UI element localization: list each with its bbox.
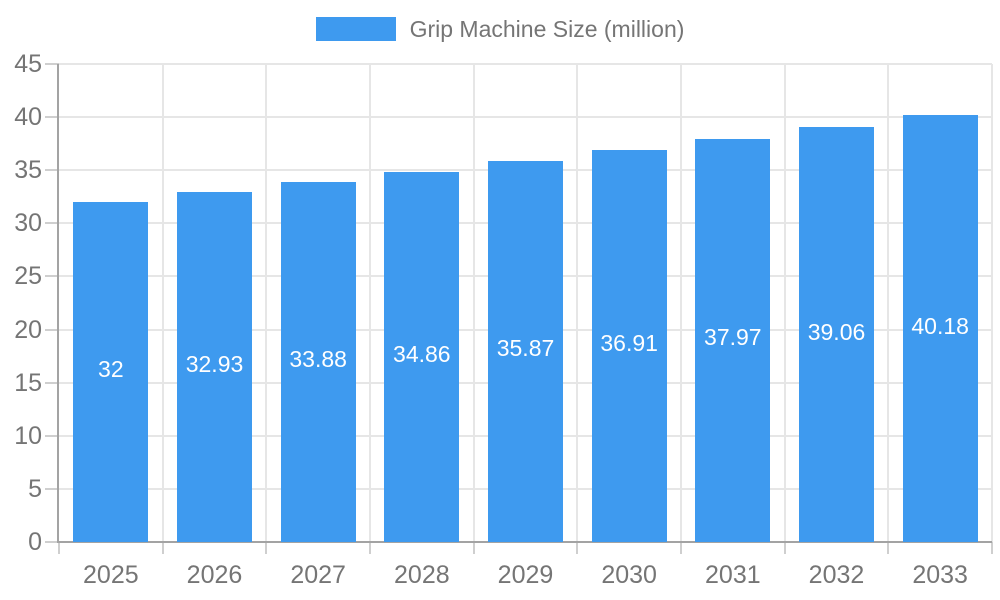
bar-2026[interactable]: [177, 192, 252, 542]
x-axis-label: 2027: [290, 561, 346, 589]
y-axis-label: 15: [14, 368, 42, 397]
bar-2025[interactable]: [73, 202, 149, 542]
bar-2029[interactable]: [488, 160, 563, 542]
x-tick: [887, 542, 890, 554]
y-axis-label: 30: [14, 209, 42, 238]
y-axis-label: 45: [14, 50, 42, 78]
bar-2033[interactable]: [902, 115, 978, 542]
v-gridline: [472, 64, 475, 542]
x-axis-label: 2029: [497, 561, 554, 589]
y-tick: [45, 434, 59, 437]
h-gridline: [59, 63, 992, 65]
x-axis-label: 2026: [186, 561, 243, 589]
y-tick: [45, 116, 59, 119]
y-axis-label: 0: [28, 528, 42, 556]
v-gridline: [369, 64, 371, 542]
x-axis-label: 2033: [912, 561, 968, 589]
chart-legend[interactable]: Grip Machine Size (million): [0, 14, 1000, 44]
v-gridline: [783, 64, 786, 542]
v-gridline: [887, 64, 890, 542]
x-axis-label: 2030: [601, 561, 657, 589]
x-axis-label: 2031: [705, 561, 761, 589]
x-tick: [991, 542, 993, 554]
bar-value-label: 40.18: [911, 312, 969, 339]
bar-2032[interactable]: [799, 127, 874, 542]
legend-series-label: Grip Machine Size (million): [409, 15, 685, 42]
bar-value-label: 32: [98, 356, 124, 383]
bar-value-label: 36.91: [600, 329, 658, 356]
bar-value-label: 39.06: [807, 318, 866, 345]
v-gridline: [991, 64, 993, 542]
v-gridline: [576, 64, 579, 542]
v-gridline: [265, 64, 268, 542]
x-tick: [783, 542, 786, 554]
y-tick: [45, 381, 59, 384]
x-axis-label: 2025: [83, 561, 139, 589]
bar-value-label: 32.93: [185, 351, 244, 378]
y-axis-line: [57, 64, 59, 542]
y-axis-label: 10: [14, 421, 42, 450]
x-axis-line: [57, 541, 992, 543]
bar-2030[interactable]: [591, 149, 667, 542]
bar-value-label: 37.97: [704, 324, 762, 351]
x-tick: [265, 542, 268, 554]
x-tick: [472, 542, 475, 554]
bar-value-label: 33.88: [289, 346, 347, 373]
x-axis-label: 2028: [394, 561, 450, 589]
v-gridline: [161, 64, 164, 542]
y-axis-label: 40: [14, 103, 42, 132]
bar-2027[interactable]: [280, 182, 356, 542]
bar-2031[interactable]: [695, 138, 771, 542]
y-tick: [45, 328, 59, 331]
x-tick: [58, 542, 60, 554]
y-tick: [45, 275, 59, 278]
y-tick: [45, 541, 59, 543]
x-tick: [576, 542, 579, 554]
x-tick: [161, 542, 164, 554]
x-axis-label: 2032: [808, 561, 865, 589]
y-axis-label: 5: [28, 474, 42, 503]
y-axis-label: 20: [14, 315, 42, 344]
y-axis-label: 35: [14, 156, 42, 185]
bar-value-label: 35.87: [496, 335, 555, 362]
y-tick: [45, 222, 59, 225]
x-tick: [369, 542, 371, 554]
v-gridline: [680, 64, 682, 542]
y-axis-label: 25: [14, 262, 42, 291]
y-tick: [45, 487, 59, 490]
bar-2028[interactable]: [384, 171, 460, 542]
x-tick: [680, 542, 682, 554]
h-gridline: [59, 116, 992, 119]
y-tick: [45, 169, 59, 172]
legend-swatch: [315, 17, 396, 41]
y-tick: [45, 63, 59, 65]
bar-value-label: 34.86: [393, 340, 451, 367]
